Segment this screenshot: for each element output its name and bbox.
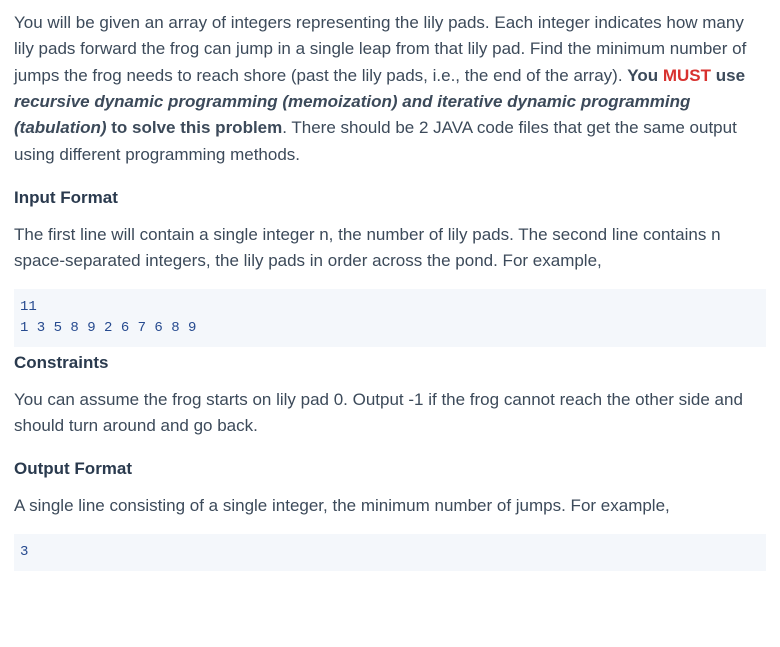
input-format-text: The first line will contain a single int…	[14, 222, 766, 275]
output-format-text: A single line consisting of a single int…	[14, 493, 766, 519]
intro-paragraph: You will be given an array of integers r…	[14, 10, 766, 168]
problem-statement: You will be given an array of integers r…	[0, 0, 780, 581]
input-format-heading: Input Format	[14, 188, 766, 208]
constraints-text: You can assume the frog starts on lily p…	[14, 387, 766, 440]
constraints-heading: Constraints	[14, 353, 766, 373]
input-example-code: 11 1 3 5 8 9 2 6 7 6 8 9	[14, 289, 766, 347]
intro-bold-tail: to solve this problem	[107, 118, 283, 137]
output-example-code: 3	[14, 534, 766, 571]
output-format-heading: Output Format	[14, 459, 766, 479]
intro-bold-use: use	[711, 66, 745, 85]
must-word: MUST	[663, 66, 711, 85]
intro-bold-pre: You	[627, 66, 663, 85]
